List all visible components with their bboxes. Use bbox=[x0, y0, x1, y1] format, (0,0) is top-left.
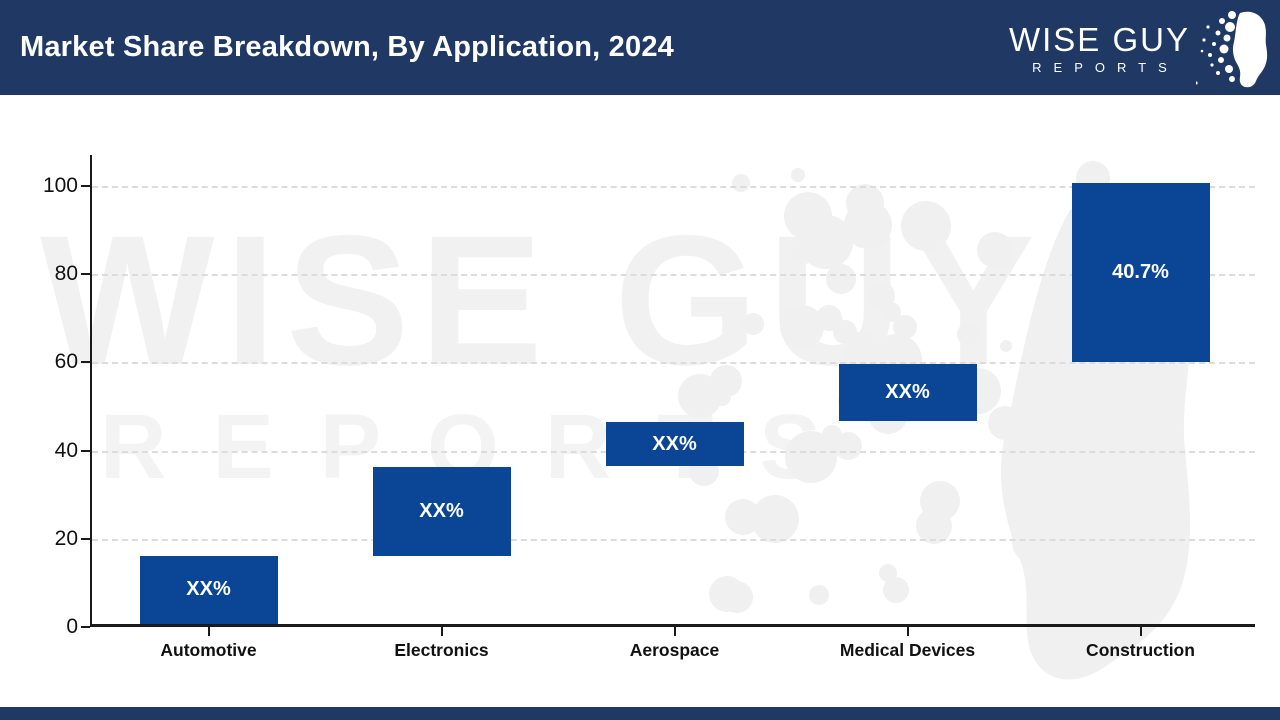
x-axis-category-label: Medical Devices bbox=[839, 640, 976, 660]
y-tick-mark bbox=[81, 449, 90, 452]
bar-electronics[interactable]: XX% bbox=[372, 467, 511, 556]
y-axis-tick-label: 40 bbox=[54, 438, 78, 462]
x-axis-category-label: Aerospace bbox=[629, 640, 720, 660]
plot-area: 0 20 40 60 80 100 XX% Automotive XX% Electronics X… bbox=[43, 155, 1255, 660]
chart-title: Market Share Breakdown, By Application, … bbox=[20, 31, 674, 63]
y-tick-mark bbox=[81, 273, 90, 276]
y-axis-tick-label: 80 bbox=[54, 262, 78, 286]
bar-value-label: XX% bbox=[652, 432, 697, 455]
x-tick-mark bbox=[673, 627, 676, 636]
y-axis-tick-label: 20 bbox=[54, 526, 78, 550]
brand-logo-text: WISE GUY REPORTS bbox=[1008, 20, 1190, 75]
bar-automotive[interactable]: XX% bbox=[139, 555, 278, 624]
bar-aerospace[interactable]: XX% bbox=[605, 421, 744, 467]
x-axis-category-label: Electronics bbox=[394, 640, 489, 660]
y-tick-mark bbox=[81, 184, 90, 187]
brand-logo: WISE GUY REPORTS bbox=[1009, 0, 1268, 95]
bar-value-label: XX% bbox=[419, 500, 464, 523]
bar-value-label: XX% bbox=[186, 578, 231, 601]
y-axis-tick-label: 100 bbox=[42, 173, 78, 197]
bar-medical-devices[interactable]: XX% bbox=[838, 363, 977, 422]
chart-area: WISE GUY REPORTS 0 20 40 60 80 100 XX% Automoti… bbox=[0, 95, 1280, 707]
brand-name: WISE GUY bbox=[1008, 20, 1190, 58]
bar-construction[interactable]: 40.7% bbox=[1071, 182, 1210, 363]
y-tick-mark bbox=[81, 626, 90, 628]
gridline-y80 bbox=[92, 274, 1255, 277]
y-tick-mark bbox=[81, 361, 90, 364]
x-tick-mark bbox=[906, 627, 909, 636]
x-tick-mark bbox=[440, 627, 443, 636]
x-tick-mark bbox=[207, 627, 210, 636]
gridline-y100 bbox=[92, 185, 1255, 188]
y-axis-tick-label: 60 bbox=[54, 350, 78, 374]
logo-face-icon bbox=[1196, 10, 1268, 87]
header-bar: Market Share Breakdown, By Application, … bbox=[0, 0, 1280, 95]
gridline-y20 bbox=[92, 538, 1255, 541]
y-axis-tick-label: 0 bbox=[66, 615, 78, 638]
x-tick-mark bbox=[1139, 627, 1142, 636]
y-tick-mark bbox=[81, 537, 90, 540]
brand-subname: REPORTS bbox=[1032, 59, 1179, 75]
footer-bar bbox=[0, 707, 1280, 720]
x-axis-category-label: Automotive bbox=[160, 640, 257, 660]
x-axis-category-label: Construction bbox=[1086, 640, 1195, 660]
bar-value-label: 40.7% bbox=[1112, 261, 1169, 284]
gridline-y60 bbox=[92, 362, 1255, 365]
bar-value-label: XX% bbox=[885, 380, 930, 403]
